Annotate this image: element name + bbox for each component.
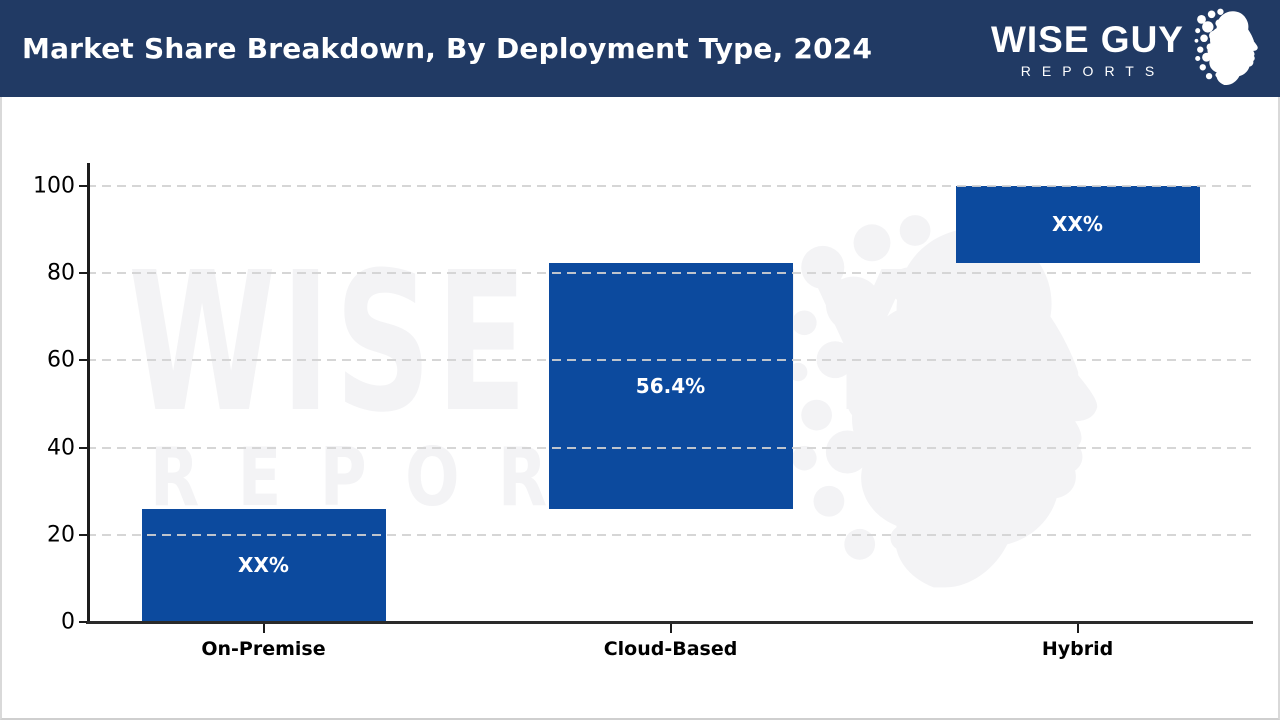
y-tick-40: [79, 446, 87, 449]
x-category-label: Hybrid: [1041, 638, 1114, 660]
y-tick-100: [79, 185, 87, 187]
y-tick-0: [79, 621, 87, 623]
page-title: Market Share Breakdown, By Deployment Ty…: [22, 32, 873, 65]
bar-hybrid: [955, 186, 1200, 263]
header-bar: Market Share Breakdown, By Deployment Ty…: [0, 0, 1280, 97]
x-tick-cloud-based: [669, 624, 672, 633]
y-tick-label: 60: [47, 347, 75, 373]
wise-guy-reports-logo: WISE GUY REPORTS: [991, 4, 1266, 94]
logo-text: WISE GUY REPORTS: [990, 18, 1184, 79]
gridline-80: [87, 272, 1253, 275]
bar-value-label: XX%: [1052, 212, 1103, 237]
x-category-label: On-Premise: [201, 638, 326, 660]
logo-head-profile-icon: [1194, 8, 1258, 85]
y-tick-label: 40: [47, 435, 75, 461]
x-axis-line: [86, 620, 1253, 624]
x-tick-hybrid: [1076, 624, 1079, 633]
y-tick-80: [79, 272, 87, 275]
gridline-100: [87, 185, 1253, 187]
logo-reports-text: REPORTS: [1020, 62, 1166, 79]
y-axis-line: [87, 163, 90, 624]
bar-cloud-based: [548, 262, 793, 509]
gridline-60: [87, 359, 1253, 362]
gridline-20: [87, 533, 1253, 536]
x-tick-on-premise: [262, 624, 265, 633]
bar-on-premise: [141, 508, 386, 622]
bar-value-label: 56.4%: [635, 373, 706, 398]
y-tick-20: [79, 533, 87, 536]
x-category-label: Cloud-Based: [603, 638, 738, 660]
y-tick-label: 100: [33, 173, 75, 199]
gridline-40: [87, 446, 1253, 449]
bar-value-label: XX%: [238, 553, 289, 578]
logo-wordmark: WISE GUY: [990, 18, 1184, 60]
y-tick-label: 20: [47, 522, 75, 548]
y-tick-60: [79, 359, 87, 362]
y-tick-label: 80: [47, 260, 75, 286]
y-tick-label: 0: [61, 609, 75, 635]
